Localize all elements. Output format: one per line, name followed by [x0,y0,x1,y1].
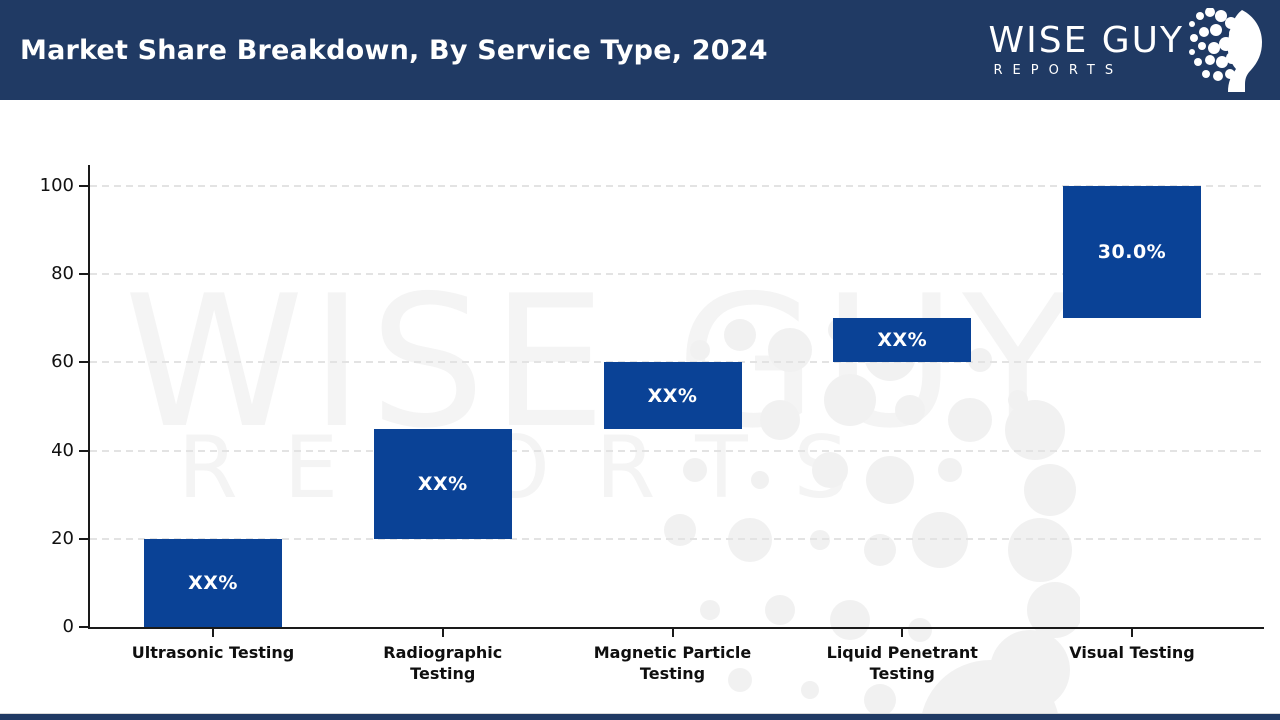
dotted-head-icon [1189,8,1262,92]
bar-magnetic-particle-testing: XX% [603,362,742,429]
bar-value-label: XX% [417,472,468,495]
logo-text: WISE GUY REPORTS [988,19,1185,78]
bar-ultrasonic-testing: XX% [144,538,282,627]
x-tick-mark [441,629,444,637]
wise-guy-logo: WISE GUY REPORTS [989,8,1267,92]
x-category-label-magnetic-particle-testing: Magnetic Particle Testing [593,643,752,684]
logo-wordmark: WISE GUY [988,19,1184,61]
watermark-subtitle: REPORTS [178,418,895,518]
x-tick-mark [1131,629,1133,637]
header: Market Share Breakdown, By Service Type,… [0,0,1280,100]
bar-value-label: XX% [188,571,238,594]
x-category-label-ultrasonic-testing: Ultrasonic Testing [131,643,295,662]
bar-value-label: XX% [647,384,698,407]
footer-divider [0,713,1280,714]
y-tick-label: 100 [39,175,74,197]
x-category-label-visual-testing: Visual Testing [1069,643,1195,662]
waterfall-chart: 0 20 40 60 80 100 XX% Ultrasonic Testing XX% Radi… [40,165,1264,683]
y-tick-label: 80 [51,263,74,285]
y-tick-mark [79,273,88,276]
y-tick-mark [79,361,88,364]
x-category-label-liquid-penetrant-testing: Liquid Penetrant Testing [826,643,978,684]
gridline-100 [90,185,1264,188]
logo-subtitle: REPORTS [993,62,1124,78]
y-tick-label: 0 [62,616,74,637]
gridline-40 [90,449,1264,452]
y-tick-mark [79,626,88,628]
y-tick-mark [79,537,88,540]
gridline-80 [90,273,1264,276]
y-tick-label: 20 [51,527,74,549]
y-tick-label: 60 [51,351,74,373]
x-tick-mark [671,629,674,637]
bar-liquid-penetrant-testing: XX% [833,318,972,363]
y-tick-label: 40 [51,439,74,461]
y-tick-mark [79,185,88,188]
bar-value-label: 30.0% [1097,241,1167,264]
x-tick-mark [212,629,214,637]
y-tick-mark [79,449,88,452]
bar-value-label: XX% [877,329,928,352]
bar-radiographic-testing: XX% [373,428,512,539]
bar-visual-testing: 30.0% [1063,186,1201,319]
gridline-20 [90,537,1264,540]
x-tick-mark [901,629,904,637]
x-category-label-radiographic-testing: Radiographic Testing [383,643,503,684]
page-title: Market Share Breakdown, By Service Type,… [20,34,768,66]
footer-bar [0,714,1280,720]
